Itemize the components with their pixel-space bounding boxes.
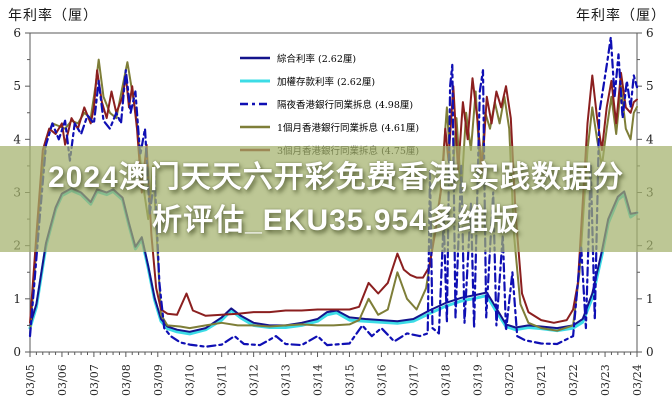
x-tick-label: 03/06 [56, 364, 69, 396]
y-tick-label-right: 6 [646, 26, 654, 40]
y-tick-label-right: 0 [646, 345, 654, 359]
y-tick-label-right: 5 [646, 79, 654, 93]
legend-label: 隔夜香港銀行同業拆息 (4.98厘) [277, 100, 414, 111]
x-tick-label: 03/18 [439, 364, 452, 396]
promo-banner-text-line2: 析评估_EKU35.954多维版 [152, 204, 520, 237]
legend-item-1: 綜合利率 (2.62厘) [239, 51, 419, 65]
x-tick-label: 03/19 [471, 364, 484, 396]
x-tick-label: 03/23 [599, 364, 612, 396]
x-tick-label: 03/21 [535, 364, 548, 396]
x-tick-label: 03/05 [24, 364, 37, 396]
x-tick-label: 03/16 [375, 364, 388, 396]
y-axis-title-left: 年利率（厘） [8, 8, 98, 24]
y-tick-label-left: 4 [13, 132, 21, 146]
legend-line-swatch [240, 56, 270, 60]
series-line-3 [28, 36, 639, 348]
legend-item-2: 加權存款利率 (2.62厘) [239, 74, 419, 88]
x-tick-label: 03/22 [567, 364, 580, 396]
promo-banner-text-line1: 2024澳门天天六开彩免费香港,实践数据分 [47, 161, 625, 194]
y-tick-label-left: 1 [13, 292, 21, 306]
chart-legend: 綜合利率 (2.62厘) 加權存款利率 (2.62厘) 隔夜香港銀行同業拆息 (4.… [239, 51, 419, 157]
y-tick-label-left: 6 [13, 26, 21, 40]
promo-banner-overlay[interactable]: 2024澳门天天六开彩免费香港,实践数据分 析评估_EKU35.954多维版 [0, 146, 672, 252]
series-line-4 [29, 58, 638, 335]
legend-line-swatch [240, 79, 270, 83]
legend-label: 綜合利率 (2.62厘) [277, 54, 357, 65]
legend-line-swatch [240, 125, 270, 129]
x-tick-label: 03/12 [248, 364, 261, 396]
legend-label: 1個月香港銀行同業拆息 (4.61厘) [277, 123, 420, 134]
x-tick-label: 03/09 [152, 364, 165, 396]
x-tick-label: 03/14 [312, 364, 325, 396]
y-axis-title-right: 年利率（厘） [576, 8, 666, 24]
x-tick-label: 03/08 [120, 364, 133, 396]
x-tick-label: 03/24 [631, 364, 644, 396]
legend-label: 加權存款利率 (2.62厘) [277, 77, 376, 88]
x-tick-label: 03/10 [184, 364, 197, 396]
x-tick-label: 03/20 [503, 364, 516, 396]
y-tick-label-left: 0 [13, 345, 21, 359]
legend-item-4: 1個月香港銀行同業拆息 (4.61厘) [239, 120, 419, 134]
y-tick-label-right: 4 [646, 132, 654, 146]
x-tick-label: 03/15 [343, 364, 356, 396]
y-tick-label-right: 1 [646, 292, 654, 306]
x-tick-label: 03/11 [216, 364, 229, 396]
legend-item-3: 隔夜香港銀行同業拆息 (4.98厘) [239, 97, 419, 111]
x-tick-label: 03/07 [88, 364, 101, 396]
series-line-5 [29, 69, 638, 324]
x-tick-label: 03/17 [407, 364, 420, 396]
y-tick-label-left: 5 [13, 79, 21, 93]
x-tick-label: 03/13 [280, 364, 293, 396]
legend-line-swatch [240, 102, 270, 106]
